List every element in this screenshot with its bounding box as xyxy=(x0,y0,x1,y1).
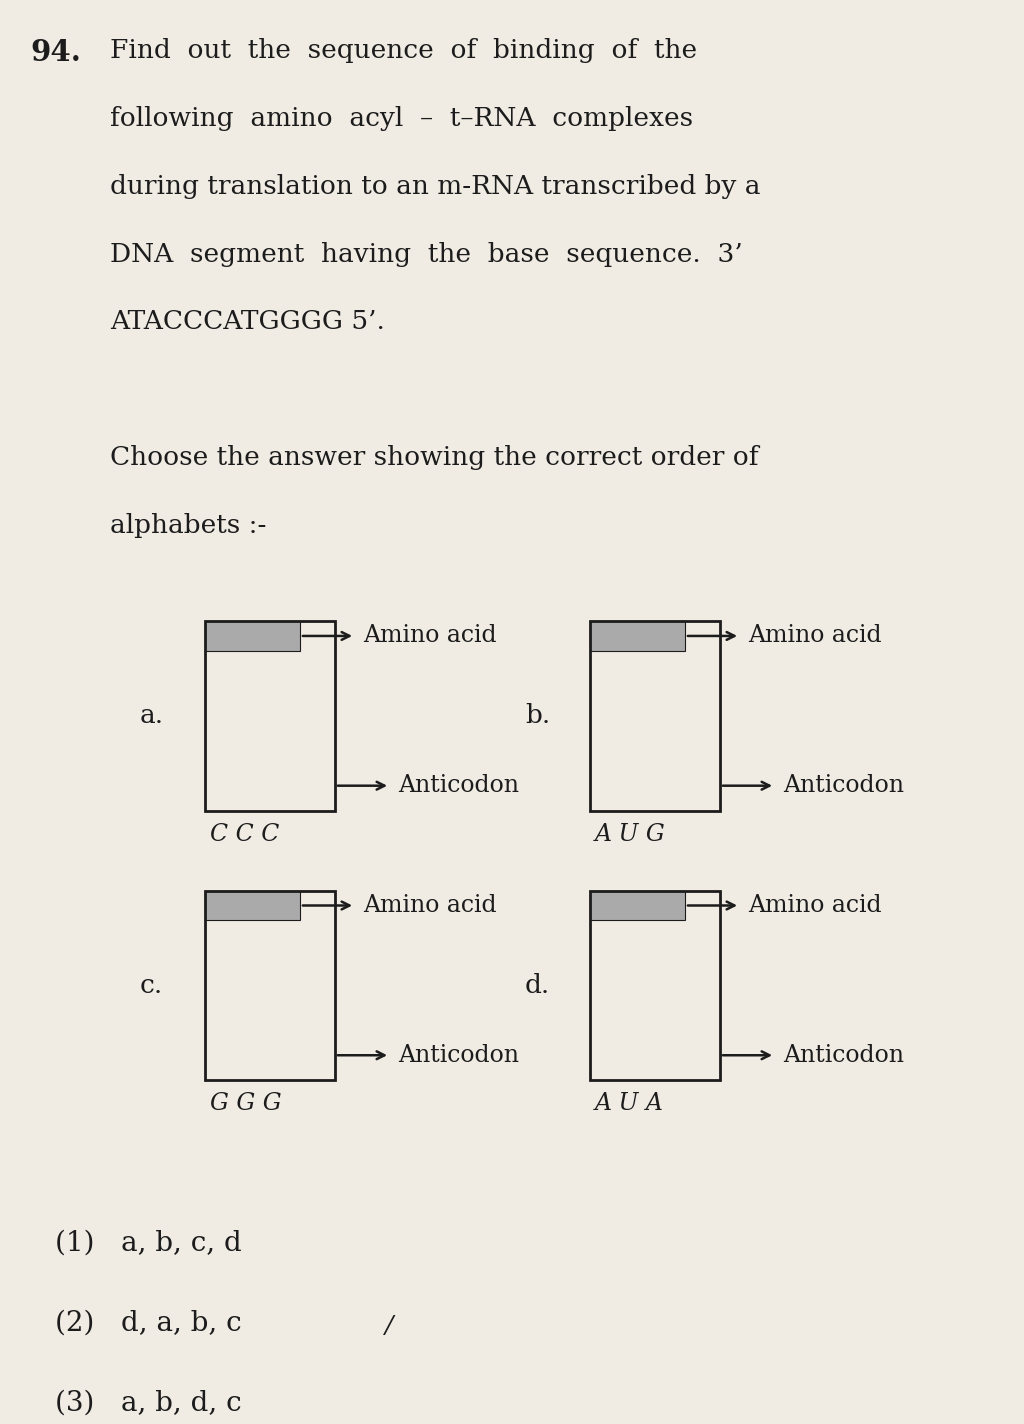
Text: /: / xyxy=(385,1314,393,1337)
Text: (1)   a, b, c, d: (1) a, b, c, d xyxy=(55,1230,242,1257)
Text: A U A: A U A xyxy=(595,1092,664,1115)
Bar xyxy=(590,621,720,810)
Text: Amino acid: Amino acid xyxy=(362,625,497,648)
Text: d.: d. xyxy=(525,973,550,998)
Text: during translation to an m-RNA transcribed by a: during translation to an m-RNA transcrib… xyxy=(110,174,761,199)
Text: alphabets :-: alphabets :- xyxy=(110,513,266,538)
Text: A U G: A U G xyxy=(595,823,666,846)
Text: Amino acid: Amino acid xyxy=(748,894,882,917)
Text: a.: a. xyxy=(140,703,164,728)
Text: Anticodon: Anticodon xyxy=(783,775,904,797)
Text: C C C: C C C xyxy=(210,823,280,846)
Text: (3)   a, b, d, c: (3) a, b, d, c xyxy=(55,1390,242,1417)
Text: c.: c. xyxy=(140,973,163,998)
Text: Anticodon: Anticodon xyxy=(398,775,519,797)
Text: Anticodon: Anticodon xyxy=(783,1044,904,1067)
Bar xyxy=(205,621,335,810)
Bar xyxy=(205,621,300,651)
Text: Find  out  the  sequence  of  binding  of  the: Find out the sequence of binding of the xyxy=(110,38,697,63)
Text: Anticodon: Anticodon xyxy=(398,1044,519,1067)
Text: b.: b. xyxy=(525,703,550,728)
Bar xyxy=(205,890,300,920)
Text: Choose the answer showing the correct order of: Choose the answer showing the correct or… xyxy=(110,446,759,470)
Text: (2)   d, a, b, c: (2) d, a, b, c xyxy=(55,1310,242,1337)
Text: Amino acid: Amino acid xyxy=(362,894,497,917)
Text: 94.: 94. xyxy=(30,38,81,67)
Bar xyxy=(205,890,335,1081)
Bar xyxy=(590,890,685,920)
Text: DNA  segment  having  the  base  sequence.  3’: DNA segment having the base sequence. 3’ xyxy=(110,242,742,266)
Text: following  amino  acyl  –  t–RNA  complexes: following amino acyl – t–RNA complexes xyxy=(110,105,693,131)
Text: G G G: G G G xyxy=(210,1092,282,1115)
Bar xyxy=(590,890,720,1081)
Bar xyxy=(590,621,685,651)
Text: Amino acid: Amino acid xyxy=(748,625,882,648)
Text: ATACCCATGGGG 5’.: ATACCCATGGGG 5’. xyxy=(110,309,385,335)
